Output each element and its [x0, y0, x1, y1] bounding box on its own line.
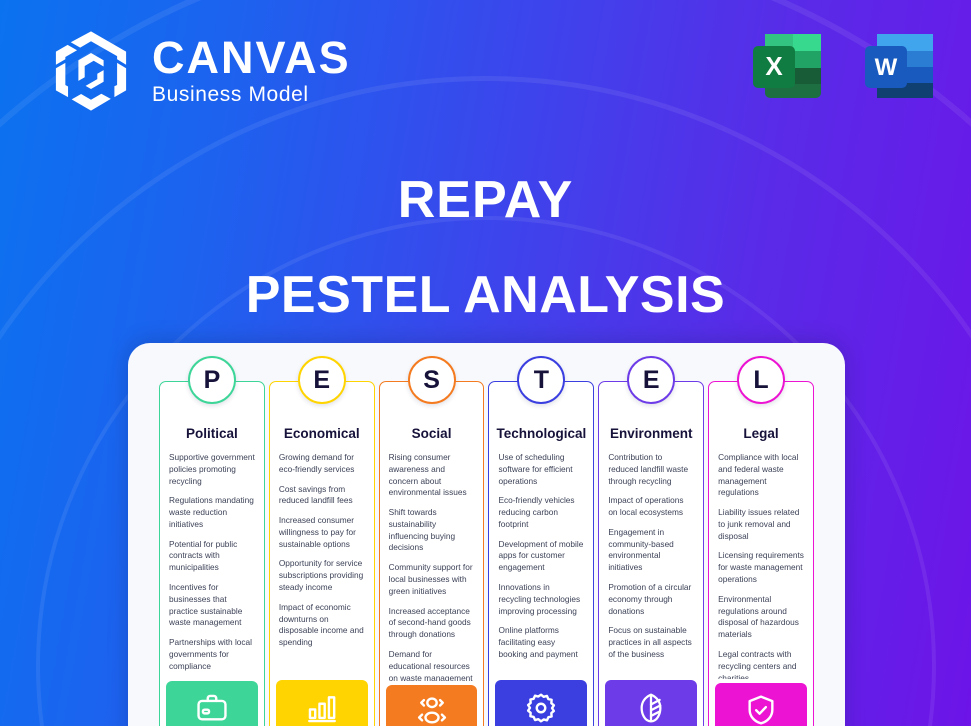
point-item: Engagement in community-based environmen…: [608, 526, 674, 573]
office-file-formats: X W: [745, 22, 943, 110]
pestel-column-political[interactable]: P Political Supportive government policies…: [159, 356, 265, 726]
point-item: Eco-friendly vehicles reducing carbon fo…: [498, 495, 575, 529]
gear-icon: [495, 680, 588, 726]
column-title: Legal: [743, 426, 779, 441]
pestel-column-legal[interactable]: L Legal Compliance with local and federal …: [708, 356, 814, 726]
logo-subtitle: Business Model: [152, 83, 309, 106]
pestel-column-environment[interactable]: E Environment Contribution to reduced land…: [598, 356, 705, 726]
word-icon[interactable]: W: [855, 22, 943, 110]
pestel-letter-badge: E: [297, 356, 346, 404]
column-points: Compliance with local and federal waste …: [709, 452, 813, 679]
pestel-letter-badge: E: [627, 356, 676, 404]
leaf-icon: [605, 680, 698, 726]
point-item: Incentives for businesses that practice …: [169, 582, 243, 628]
point-item: Development of mobile apps for customer …: [498, 538, 584, 573]
point-item: Impact of operations on local ecosystems: [608, 495, 684, 518]
analysis-title: PESTEL ANALYSIS: [245, 266, 726, 324]
point-item: Contribution to reduced landfill waste t…: [608, 452, 689, 486]
point-item: Environmental regulations around disposa…: [718, 593, 799, 640]
company-title: REPAY: [397, 171, 574, 229]
point-item: Increased consumer willingness to pay fo…: [278, 515, 356, 549]
column-title: Environment: [609, 426, 693, 441]
point-item: Cost savings from reduced landfill fees: [278, 483, 353, 506]
column-title: Social: [411, 426, 452, 441]
point-item: Impact of economic downturns on disposab…: [278, 601, 364, 648]
point-item: Compliance with local and federal waste …: [718, 452, 799, 498]
logo-title: CANVAS: [152, 32, 351, 83]
point-item: Licensing requirements for waste managem…: [718, 550, 804, 585]
column-title: Political: [186, 426, 238, 441]
point-item: Promotion of a circular economy through …: [608, 582, 692, 616]
pestel-columns: P Political Supportive government policies…: [136, 356, 837, 726]
pestel-letter-badge: P: [187, 356, 236, 404]
column-points: Supportive government policies promoting…: [160, 452, 264, 677]
point-item: Focus on sustainable practices in all as…: [608, 625, 692, 659]
pestel-column-technological[interactable]: T Technological Use of scheduling software…: [488, 356, 595, 726]
point-item: Liability issues related to junk removal…: [718, 507, 800, 541]
point-item: Growing demand for eco-friendly services: [278, 452, 355, 474]
pestel-column-economical[interactable]: E Economical Growing demand for eco-friend…: [268, 356, 375, 726]
pestel-letter-badge: T: [517, 356, 566, 404]
point-item: Community support for local businesses w…: [388, 562, 473, 596]
brand-logo[interactable]: CANVAS Business Model: [46, 26, 351, 116]
column-points: Growing demand for eco-friendly services…: [270, 452, 374, 676]
point-item: Increased acceptance of second-hand good…: [388, 605, 471, 640]
point-item: Supportive government policies promoting…: [169, 452, 255, 486]
pestel-letter-badge: L: [737, 356, 786, 404]
shield-check-icon: [715, 683, 807, 726]
column-title: Economical: [283, 426, 360, 441]
column-points: Use of scheduling software for efficient…: [489, 452, 593, 676]
people-group-icon: [385, 685, 478, 726]
point-item: Potential for public contracts with muni…: [169, 538, 238, 573]
pestel-letter-badge: S: [407, 356, 456, 404]
point-item: Legal contracts with recycling centers a…: [718, 648, 797, 680]
point-item: Regulations mandating waste reduction in…: [169, 495, 254, 529]
svg-text:X: X: [765, 51, 783, 81]
point-item: Rising consumer awareness and concern ab…: [388, 452, 467, 498]
bar-chart-icon: [275, 680, 368, 726]
svg-text:W: W: [875, 54, 898, 81]
point-item: Online platforms facilitating easy booki…: [498, 625, 578, 659]
point-item: Partnerships with local governments for …: [169, 637, 253, 671]
briefcase-icon: [166, 680, 258, 726]
point-item: Opportunity for service subscriptions pr…: [278, 558, 364, 593]
excel-icon[interactable]: X: [745, 22, 833, 110]
point-item: Demand for educational resources on wast…: [388, 648, 473, 682]
point-item: Shift towards sustainability influencing…: [388, 507, 456, 553]
hexagon-aperture-logo-icon: [46, 26, 136, 116]
pestel-column-social[interactable]: S Social Rising consumer awareness and con…: [378, 356, 485, 726]
pestel-card: P Political Supportive government policies…: [128, 343, 845, 726]
column-points: Contribution to reduced landfill waste t…: [599, 452, 703, 676]
point-item: Innovations in recycling technologies im…: [498, 582, 581, 616]
point-item: Use of scheduling software for efficient…: [498, 452, 573, 486]
column-title: Technological: [496, 426, 587, 441]
column-points: Rising consumer awareness and concern ab…: [380, 452, 484, 681]
